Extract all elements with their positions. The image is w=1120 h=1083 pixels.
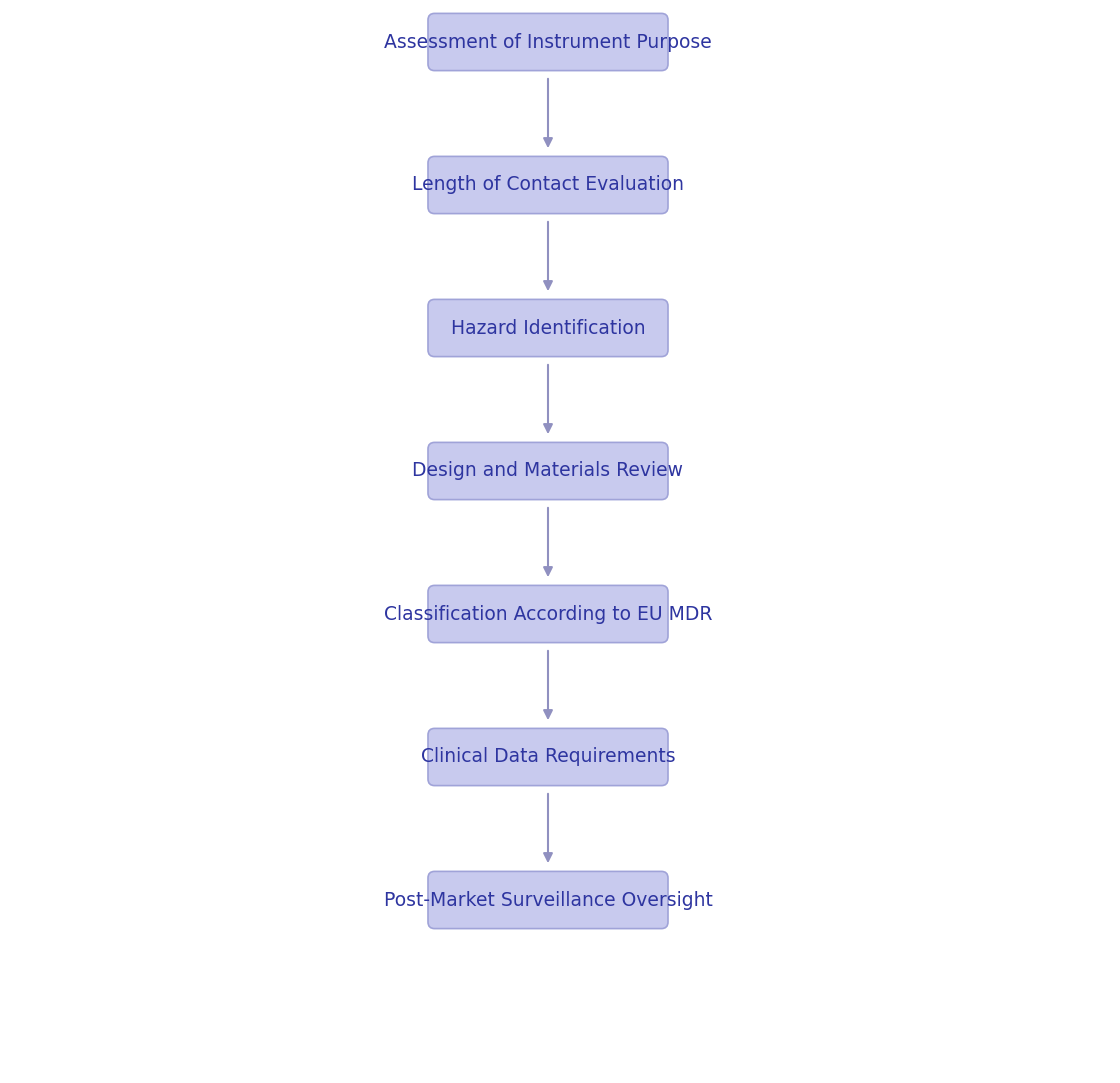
FancyBboxPatch shape — [428, 872, 668, 928]
Text: Classification According to EU MDR: Classification According to EU MDR — [384, 604, 712, 624]
FancyBboxPatch shape — [428, 586, 668, 642]
Text: Length of Contact Evaluation: Length of Contact Evaluation — [412, 175, 684, 195]
Text: Post-Market Surveillance Oversight: Post-Market Surveillance Oversight — [383, 890, 712, 910]
Text: Design and Materials Review: Design and Materials Review — [412, 461, 683, 481]
FancyBboxPatch shape — [428, 729, 668, 785]
Text: Hazard Identification: Hazard Identification — [450, 318, 645, 338]
Text: Clinical Data Requirements: Clinical Data Requirements — [421, 747, 675, 767]
FancyBboxPatch shape — [428, 299, 668, 356]
Text: Assessment of Instrument Purpose: Assessment of Instrument Purpose — [384, 32, 712, 52]
FancyBboxPatch shape — [428, 442, 668, 499]
FancyBboxPatch shape — [428, 13, 668, 70]
FancyBboxPatch shape — [428, 156, 668, 213]
